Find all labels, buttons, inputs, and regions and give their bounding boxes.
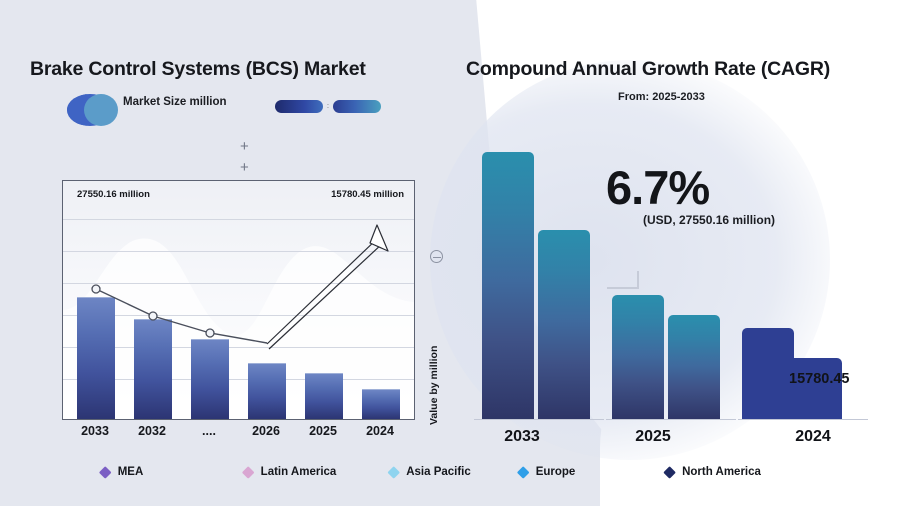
- gridline: [63, 219, 414, 220]
- plus-marker-icon-1: +: [240, 138, 249, 155]
- x-label-2024: 2024: [366, 424, 394, 438]
- legend-item-mea[interactable]: MEA: [98, 465, 144, 479]
- x-label-2026: 2026: [252, 424, 280, 438]
- cagr-bar-2024-b: [790, 358, 842, 420]
- bar-2024: [362, 389, 400, 419]
- left-chart-x-axis: 2033 2032 .... 2026 2025 2024: [62, 424, 415, 446]
- cagr-bar-2025-b: [668, 315, 720, 420]
- legend-item-europe[interactable]: Europe: [516, 465, 576, 479]
- x-label-2025: 2025: [309, 424, 337, 438]
- legend-label-asia-pacific: Asia Pacific: [406, 466, 471, 478]
- gridline: [63, 315, 414, 316]
- legend-pill-separator: :: [327, 103, 329, 110]
- legend-marker-europe: [516, 465, 530, 479]
- right-chart-baseline-1: [474, 419, 604, 420]
- circle-minus-icon: [430, 250, 443, 263]
- x-label-dots: ....: [202, 424, 216, 438]
- legend-label-latin-america: Latin America: [260, 466, 337, 478]
- bar-2025: [305, 373, 343, 419]
- cagr-bar-2033-a: [482, 152, 534, 420]
- x-label-2032: 2032: [138, 424, 166, 438]
- cagr-x-label-2025: 2025: [635, 428, 671, 445]
- legend-label-mea: MEA: [117, 466, 144, 478]
- legend-marker-asia-pacific: [387, 465, 401, 479]
- region-legend: MEA Latin America Asia Pacific Europe No…: [0, 462, 900, 486]
- legend-pill-primary: [275, 100, 323, 113]
- legend-marker-mea: [98, 465, 112, 479]
- gridline: [63, 379, 414, 380]
- cagr-data-label-2024: 15780.45: [789, 371, 850, 387]
- cagr-bar-2033-b: [538, 230, 590, 420]
- legend-item-asia-pacific[interactable]: Asia Pacific: [387, 465, 471, 479]
- cagr-value: 6.7%: [606, 161, 710, 214]
- left-chart-start-value: 27550.16 million: [77, 189, 150, 200]
- left-chart-end-value: 15780.45 million: [331, 189, 404, 200]
- corner-decoration: [607, 271, 639, 289]
- left-chart-plot-area: 27550.16 million 15780.45 million: [62, 180, 415, 420]
- cagr-x-label-2024: 2024: [795, 428, 831, 445]
- legend-pill-row: :: [275, 100, 381, 113]
- legend-marker-north-america: [663, 465, 676, 479]
- cagr-bar-2025-a: [612, 295, 664, 420]
- left-panel-title: Brake Control Systems (BCS) Market: [30, 58, 366, 80]
- legend-label-north-america: North America: [682, 466, 761, 478]
- right-chart-baseline-2: [606, 419, 736, 420]
- right-panel-subtitle: From: 2025-2033: [618, 91, 705, 103]
- left-chart-value-axis-label: Value by million: [428, 345, 440, 425]
- legend-label-europe: Europe: [535, 466, 576, 478]
- plus-marker-icon-2: +: [240, 159, 249, 176]
- growth-arrow-icon: [266, 224, 389, 350]
- bar-2033: [77, 297, 115, 419]
- legend-item-north-america[interactable]: North America: [663, 465, 761, 479]
- gridline: [63, 347, 414, 348]
- trend-line-overlay: [91, 284, 268, 344]
- cagr-bar-2024-a: [742, 328, 794, 420]
- right-chart-plot-area: [466, 150, 886, 420]
- legend-pill-secondary: [332, 100, 381, 113]
- x-label-2033: 2033: [81, 424, 109, 438]
- gridline: [63, 283, 414, 284]
- market-report-logo: [63, 93, 127, 127]
- bar-2026: [248, 363, 286, 419]
- gridline: [63, 251, 414, 252]
- bar-dots: [191, 339, 229, 419]
- legend-marker-latin-america: [241, 465, 255, 479]
- legend-item-latin-america[interactable]: Latin America: [241, 465, 337, 479]
- cagr-x-label-2033: 2033: [504, 428, 540, 445]
- right-panel-title: Compound Annual Growth Rate (CAGR): [466, 58, 831, 80]
- left-legend-label: Market Size million: [123, 96, 227, 108]
- right-chart-baseline-3: [738, 419, 868, 420]
- cagr-note: (USD, 27550.16 million): [643, 213, 776, 227]
